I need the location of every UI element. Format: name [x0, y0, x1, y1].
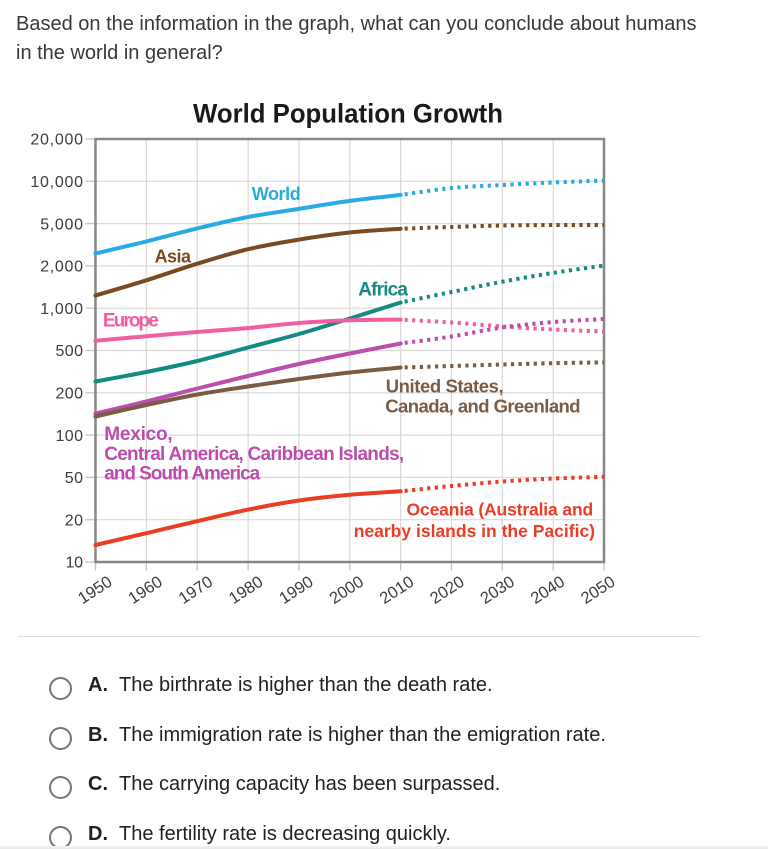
- svg-text:2040: 2040: [528, 573, 569, 608]
- svg-text:10,000: 10,000: [30, 174, 83, 191]
- svg-text:5,000: 5,000: [40, 216, 83, 233]
- svg-text:10: 10: [66, 555, 84, 572]
- svg-text:20: 20: [65, 512, 83, 529]
- svg-text:1960: 1960: [125, 573, 166, 608]
- svg-text:World Population Growth: World Population Growth: [193, 99, 503, 129]
- svg-text:2050: 2050: [578, 573, 619, 608]
- svg-text:World: World: [252, 184, 301, 204]
- svg-text:2000: 2000: [326, 573, 367, 608]
- svg-text:Canada, and Greenland: Canada, and Greenland: [385, 396, 580, 417]
- svg-text:50: 50: [65, 470, 83, 487]
- svg-text:2030: 2030: [477, 573, 518, 608]
- svg-text:1950: 1950: [75, 573, 116, 608]
- svg-text:1990: 1990: [276, 573, 317, 608]
- svg-text:1970: 1970: [175, 573, 216, 608]
- svg-text:1980: 1980: [226, 573, 267, 608]
- svg-text:Asia: Asia: [155, 246, 192, 266]
- svg-text:Oceania (Australia and: Oceania (Australia and: [407, 500, 594, 520]
- svg-text:200: 200: [56, 386, 84, 403]
- svg-text:Europe: Europe: [103, 311, 159, 332]
- svg-text:2010: 2010: [377, 573, 418, 608]
- svg-text:Mexico,: Mexico,: [104, 424, 173, 445]
- svg-text:500: 500: [56, 343, 84, 360]
- svg-text:20,000: 20,000: [30, 132, 83, 149]
- svg-text:Central America, Caribbean Isl: Central America, Caribbean Islands,: [104, 444, 404, 465]
- svg-text:100: 100: [56, 428, 84, 445]
- svg-text:nearby islands in the Pacific): nearby islands in the Pacific): [354, 521, 595, 541]
- svg-text:2,000: 2,000: [40, 259, 83, 276]
- svg-text:Africa: Africa: [358, 280, 408, 301]
- svg-text:1,000: 1,000: [40, 301, 83, 318]
- svg-text:United States,: United States,: [386, 376, 504, 397]
- svg-text:2020: 2020: [427, 573, 468, 608]
- svg-text:and South America: and South America: [104, 463, 260, 484]
